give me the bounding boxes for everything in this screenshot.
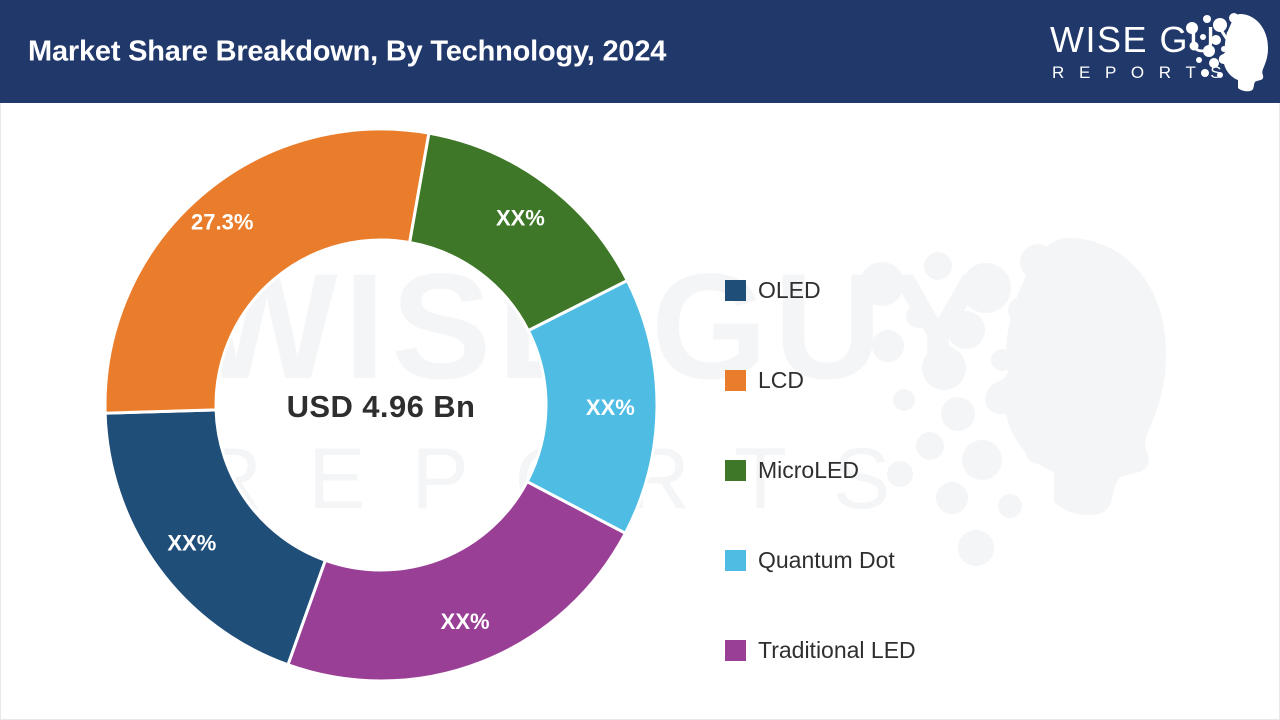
legend-item-label: Quantum Dot — [758, 546, 895, 573]
legend-item-label: Traditional LED — [758, 636, 916, 663]
legend-item-quantum-dot[interactable]: Quantum Dot — [725, 515, 1145, 605]
slice-data-label-oled: XX% — [167, 530, 216, 555]
donut-center-value: USD 4.96 Bn — [286, 389, 476, 424]
donut-slice-oled[interactable] — [103, 408, 328, 667]
page-title: Market Share Breakdown, By Technology, 2… — [28, 35, 667, 67]
legend-item-label: OLED — [758, 276, 821, 303]
logo-wordmark-line2: R E P O R T S — [1052, 63, 1227, 82]
donut-chart-svg: XX% 27.3% XX% XX% XX% — [103, 127, 659, 683]
legend-item-oled[interactable]: OLED — [725, 245, 1145, 335]
legend-swatch-icon — [725, 279, 746, 301]
legend-swatch-icon — [725, 369, 746, 391]
legend-item-lcd[interactable]: LCD — [725, 335, 1145, 425]
slice-data-label-quantum-dot: XX% — [586, 395, 635, 420]
legend-swatch-icon — [725, 549, 746, 571]
page-header: Market Share Breakdown, By Technology, 2… — [0, 0, 1280, 103]
legend-item-label: MicroLED — [758, 456, 859, 483]
logo-wordmark-line1: WISE GUY — [1050, 19, 1242, 60]
legend-item-traditional-led[interactable]: Traditional LED — [725, 605, 1145, 695]
legend-item-microled[interactable]: MicroLED — [725, 425, 1145, 515]
donut-chart: XX% 27.3% XX% XX% XX% USD 4.96 Bn — [1, 103, 701, 719]
slice-data-label-microled: XX% — [496, 205, 545, 230]
donut-slice-lcd[interactable] — [103, 127, 431, 415]
legend-swatch-icon — [725, 459, 746, 481]
legend-swatch-icon — [725, 639, 746, 661]
wise-guy-reports-logo: WISE GUY R E P O R T S — [1050, 13, 1268, 92]
chart-legend: OLED LCD MicroLED Quantum Dot Traditional LE… — [725, 245, 1145, 695]
slice-data-label-lcd: 27.3% — [191, 209, 253, 234]
donut-slice-traditional-led[interactable] — [286, 479, 628, 683]
slice-data-label-traditional-led: XX% — [441, 609, 490, 634]
legend-item-label: LCD — [758, 366, 805, 393]
